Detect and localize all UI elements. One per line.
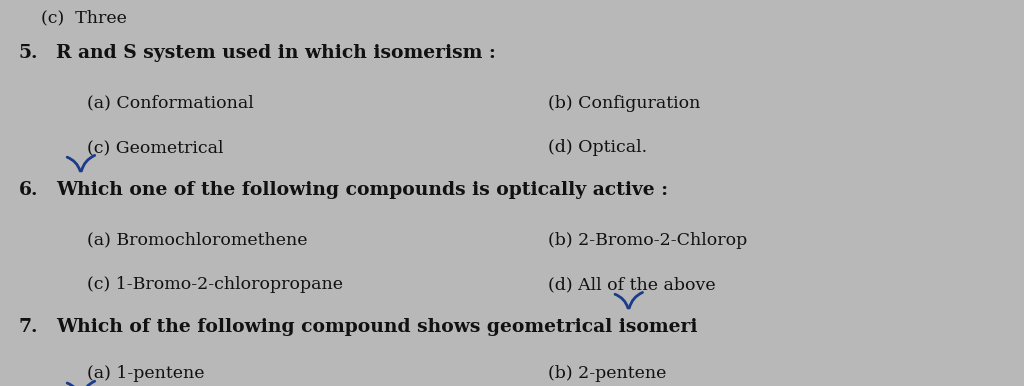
Text: 7.: 7. — [18, 318, 38, 337]
Text: Which of the following compound shows geometrical isomeri: Which of the following compound shows ge… — [56, 318, 697, 337]
Text: (b) Configuration: (b) Configuration — [548, 95, 700, 112]
Text: (b) 2-Bromo-2-Chlorop: (b) 2-Bromo-2-Chlorop — [548, 232, 748, 249]
Text: (a) 1-pentene: (a) 1-pentene — [87, 365, 205, 382]
Text: Which one of the following compounds is optically active :: Which one of the following compounds is … — [56, 181, 669, 200]
Text: (c)  Three: (c) Three — [41, 10, 127, 27]
Text: (a) Conformational: (a) Conformational — [87, 95, 254, 112]
Text: (d) All of the above: (d) All of the above — [548, 276, 716, 293]
Text: (c) Geometrical: (c) Geometrical — [87, 139, 223, 156]
Text: (a) Bromochloromethene: (a) Bromochloromethene — [87, 232, 307, 249]
Text: 5.: 5. — [18, 44, 38, 63]
Text: (c) 1-Bromo-2-chloropropane: (c) 1-Bromo-2-chloropropane — [87, 276, 343, 293]
Text: R and S system used in which isomerism :: R and S system used in which isomerism : — [56, 44, 497, 63]
Text: (b) 2-pentene: (b) 2-pentene — [548, 365, 667, 382]
Text: 6.: 6. — [18, 181, 38, 200]
Text: (d) Optical.: (d) Optical. — [548, 139, 647, 156]
